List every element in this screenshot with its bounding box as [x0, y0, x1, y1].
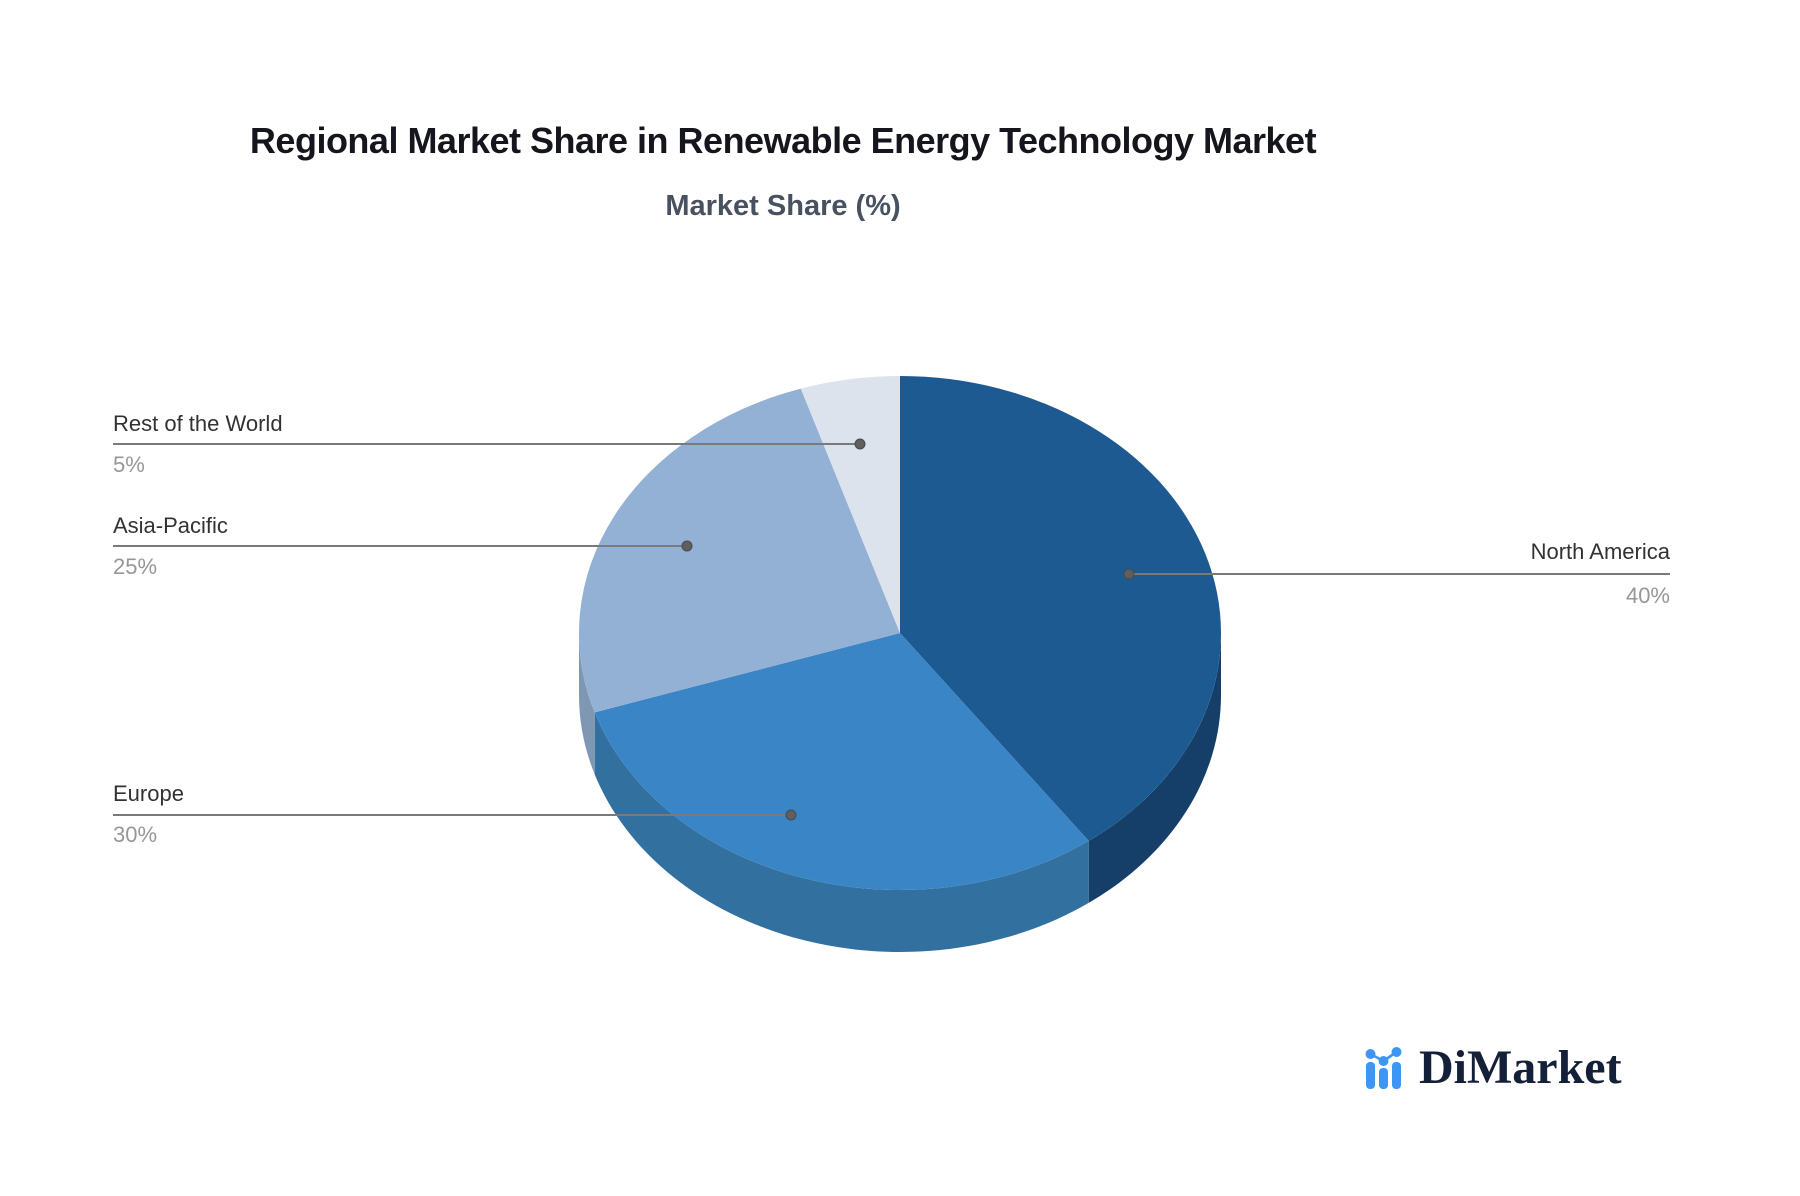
- pie-slice-rest-of-the-world[interactable]: [800, 376, 900, 633]
- pie-slice-europe[interactable]: [594, 633, 1089, 890]
- pie-slice-asia-pacific[interactable]: [579, 388, 900, 713]
- slice-label-rest-of-the-world: Rest of the World: [113, 411, 283, 436]
- slice-value-europe: 30%: [113, 822, 158, 847]
- slice-label-asia-pacific: Asia-Pacific: [113, 513, 228, 538]
- pie-slice-side-asia-pacific: [579, 633, 595, 775]
- slice-label-europe: Europe: [113, 781, 184, 806]
- slice-value-north-america: 40%: [1625, 583, 1670, 608]
- chart-title: Regional Market Share in Renewable Energ…: [249, 120, 1317, 161]
- leader-dot-asia-pacific: [681, 540, 693, 552]
- leader-dot-rest-of-the-world: [854, 438, 866, 450]
- pie-slice-side-north-america: [1088, 633, 1221, 903]
- logo-text: DiMarket: [1419, 1041, 1622, 1094]
- dimarket-logo: DiMarket: [1362, 1040, 1682, 1110]
- chart-subtitle: Market Share (%): [665, 190, 901, 222]
- slice-value-rest-of-the-world: 5%: [113, 452, 145, 477]
- leader-dot-europe: [785, 809, 797, 821]
- slice-value-asia-pacific: 25%: [113, 554, 158, 579]
- bar-line-chart-icon: [1365, 1047, 1402, 1089]
- pie-slice-north-america[interactable]: [900, 376, 1221, 841]
- leader-dot-north-america: [1123, 568, 1135, 580]
- pie-slice-side-europe: [594, 712, 1089, 952]
- slice-label-north-america: North America: [1530, 539, 1670, 564]
